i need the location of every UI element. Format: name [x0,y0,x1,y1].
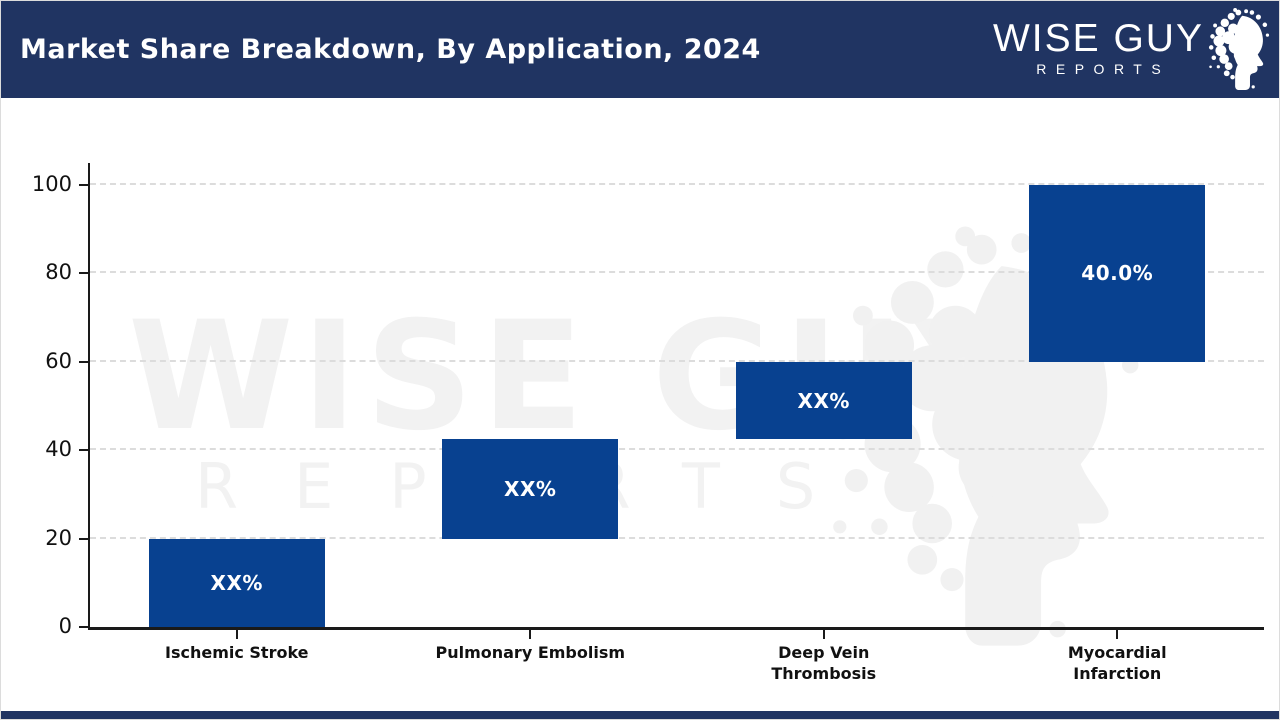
gridline [90,448,1264,451]
bar-pulmonary-embolism: XX% [442,439,619,539]
bar-value-label: 40.0% [1081,261,1154,286]
y-tick-mark [79,184,88,187]
logo-subtitle: REPORTS [1036,61,1171,77]
dotted-head-icon [1208,8,1270,91]
plot-area: 0 20 40 60 80 100 XX% Ischemic Stroke XX% Pulmona… [32,163,1264,683]
y-tick-label: 60 [45,348,72,373]
y-tick-label: 20 [45,525,72,550]
y-tick-mark [79,626,88,628]
gridline [90,359,1264,362]
x-tick-mark [529,630,532,639]
logo-text: WISE GUY REPORTS [993,18,1204,78]
bar-value-label: XX% [210,570,263,595]
gridline [90,271,1264,274]
x-axis-label-myocardial-infarction: Myocardial Infarction [1067,643,1167,683]
x-axis-label-ischemic-stroke: Ischemic Stroke [164,643,309,662]
y-tick-label: 100 [31,172,72,197]
x-axis-label-pulmonary-embolism: Pulmonary Embolism [435,643,626,662]
x-tick-mark [235,630,238,639]
x-axis-label-deep-vein-thrombosis: Deep Vein Thrombosis [771,643,877,683]
y-tick-mark [79,272,88,275]
footer-bar [0,711,1280,720]
header-bar: Market Share Breakdown, By Application, … [0,0,1280,98]
y-tick-mark [79,360,88,363]
logo-wordmark: WISE GUY [992,17,1204,60]
x-tick-mark [822,630,825,639]
bar-value-label: XX% [504,476,557,501]
gridline [90,536,1264,539]
gridline [90,183,1264,186]
bar-deep-vein-thrombosis: XX% [735,361,912,440]
y-tick-label: 40 [45,437,72,462]
chart-canvas: WISE GUY REPORTS 020406080100XX%Ischemic… [0,98,1280,711]
y-tick-label: 0 [58,614,72,638]
y-tick-mark [79,449,88,452]
y-tick-label: 80 [45,260,72,285]
bar-myocardial-infarction: 40.0% [1029,185,1206,362]
page-title: Market Share Breakdown, By Application, … [20,34,761,65]
y-tick-mark [79,537,88,540]
x-tick-mark [1116,630,1119,639]
bar-ischemic-stroke: XX% [148,538,325,627]
bar-value-label: XX% [797,388,850,413]
wise-guy-reports-logo: WISE GUY REPORTS [993,4,1272,96]
